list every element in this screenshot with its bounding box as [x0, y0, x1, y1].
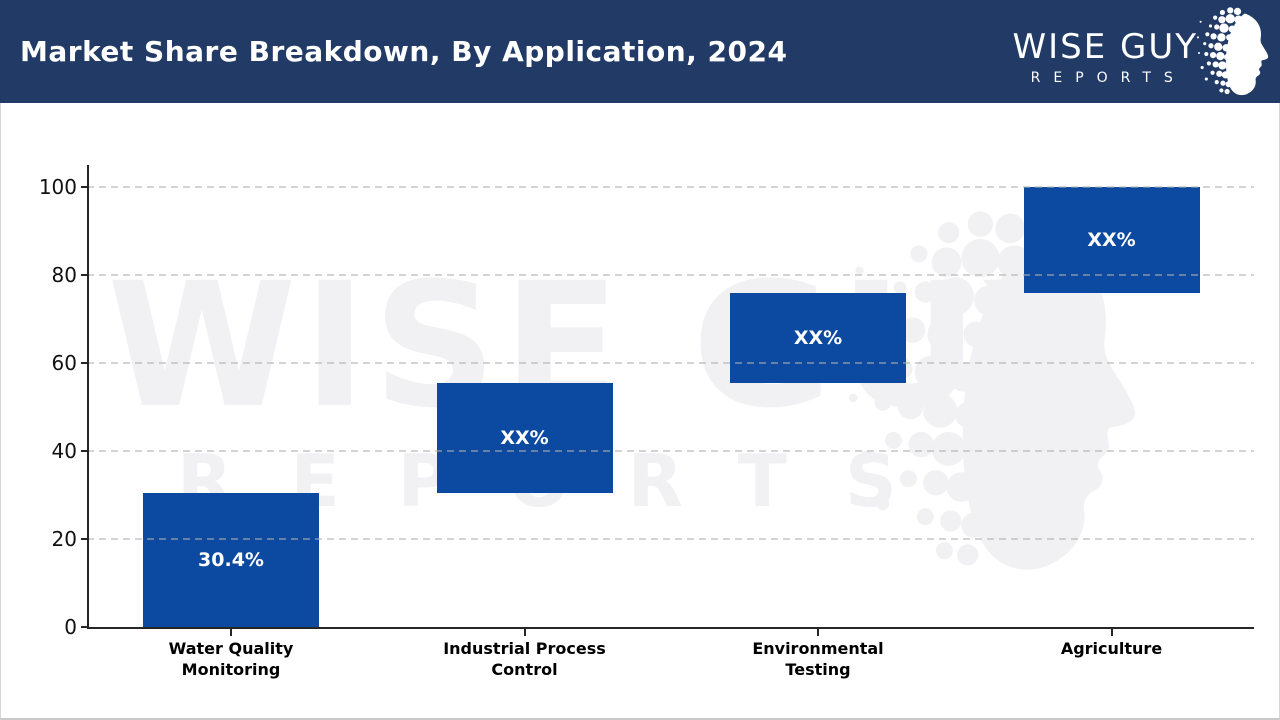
category-label: Environmental Testing	[698, 638, 938, 680]
gridline	[87, 450, 1254, 452]
y-tick	[81, 274, 87, 276]
wiseguy-logo: WISE GUY REPORTS	[1012, 6, 1276, 100]
bar-value-label: XX%	[793, 327, 843, 350]
gridline	[87, 186, 1254, 188]
bar	[436, 383, 613, 494]
wiseguy-head-icon	[1196, 7, 1269, 96]
header-bar: Market Share Breakdown, By Application, …	[0, 0, 1280, 103]
category-label-line: Testing	[785, 660, 851, 679]
y-tick-label: 40	[51, 439, 77, 463]
category-label-line: Control	[491, 660, 558, 679]
y-tick-label: 100	[38, 175, 77, 199]
y-tick	[81, 450, 87, 452]
category-label: Industrial Process Control	[405, 638, 645, 680]
y-tick-label: 0	[64, 615, 77, 639]
bar-value-label: 30.4%	[198, 549, 264, 572]
x-axis	[87, 627, 1254, 629]
y-tick	[81, 626, 87, 628]
y-tick-label: 60	[51, 351, 77, 375]
plot-area: 30.4% Water Quality Monitoring XX% Industria…	[1, 103, 1279, 718]
category-label: Agriculture	[992, 638, 1232, 659]
logo-subtext: REPORTS	[1030, 69, 1186, 86]
y-tick	[81, 362, 87, 364]
chart-title: Market Share Breakdown, By Application, …	[20, 35, 788, 68]
gridline	[87, 362, 1254, 364]
y-axis	[87, 165, 89, 629]
bar-value-label: XX%	[500, 427, 549, 450]
gridline	[87, 538, 1254, 540]
category-label-line: Monitoring	[181, 660, 281, 679]
category-label-line: Agriculture	[1060, 639, 1163, 658]
y-tick-label: 80	[51, 263, 77, 287]
category-label-line: Water Quality	[168, 639, 294, 658]
y-tick-label: 20	[51, 527, 77, 551]
bar-value-label: XX%	[1087, 229, 1136, 252]
logo-wordmark: WISE GUY	[1012, 26, 1198, 67]
gridline	[87, 274, 1254, 276]
x-tick	[230, 629, 232, 636]
y-tick	[81, 538, 87, 540]
x-tick	[523, 629, 526, 636]
category-label: Water Quality Monitoring	[111, 638, 351, 680]
logo-text: WISE GUY REPORTS	[1012, 27, 1198, 86]
x-tick	[1110, 629, 1113, 636]
category-label-line: Industrial Process	[443, 639, 606, 658]
y-tick	[81, 186, 87, 188]
category-label-line: Environmental	[752, 639, 884, 658]
x-tick	[817, 629, 819, 636]
chart-body: WISE GUY REPORTS 30.4%Water QualityMonit…	[0, 103, 1280, 720]
bar	[143, 493, 319, 627]
bar	[730, 293, 906, 384]
